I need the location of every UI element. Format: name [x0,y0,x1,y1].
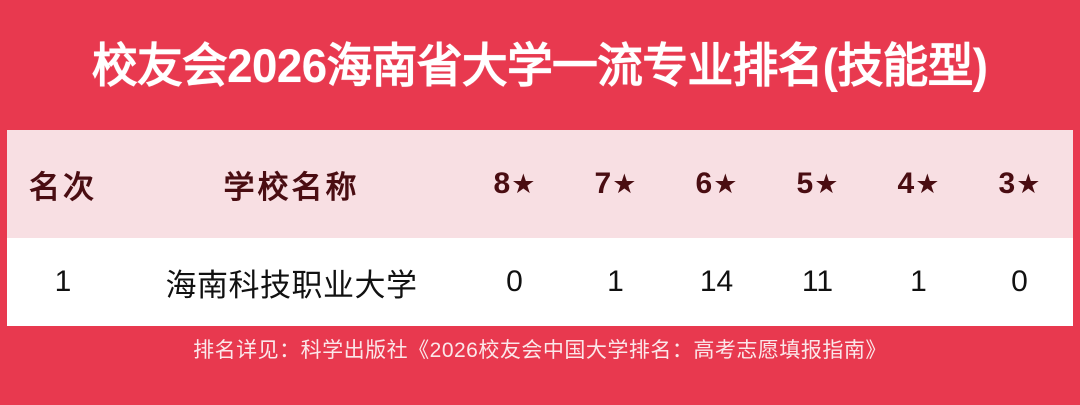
table-row[interactable]: 1 海南科技职业大学 0 1 14 11 1 0 [7,238,1073,326]
star-icon: ★ [713,169,738,199]
cell-7-star-count: 1 [607,265,624,298]
column-header-3-star-number: 3 [998,167,1016,200]
column-header-4-star-number: 4 [897,167,915,200]
column-header-school: 学校名称 [223,169,360,205]
star-icon: ★ [511,169,536,199]
star-icon: ★ [612,169,637,199]
column-header-4-star: 4★ [868,167,969,201]
page-title: 校友会2026海南省大学一流专业排名(技能型) [92,38,988,92]
cell-6-star-count: 14 [699,265,734,298]
column-header-6-star: 6★ [666,167,767,201]
column-header-5-star-number: 5 [796,167,814,200]
cell-4-star-count: 1 [910,265,927,298]
title-bar: 校友会2026海南省大学一流专业排名(技能型) [0,0,1080,130]
footer-note: 排名详见：科学出版社《2026校友会中国大学排名：高考志愿填报指南》 [0,330,1080,390]
cell-8-star-count: 0 [506,265,523,298]
star-icon: ★ [1016,169,1041,199]
source-note: 排名详见：科学出版社《2026校友会中国大学排名：高考志愿填报指南》 [193,339,887,362]
cell-rank: 1 [54,265,72,298]
column-header-rank: 名次 [29,169,97,205]
column-header-6-star-number: 6 [695,167,713,200]
cell-5-star-count: 11 [801,265,834,298]
column-header-8-star: 8★ [464,167,565,201]
cell-school-name: 海南科技职业大学 [165,267,418,303]
ranking-table: 名次 学校名称 8★ 7★ 6★ 5★ 4★ 3★ 1 海南科技职业大学 0 1… [7,130,1073,326]
column-header-8-star-number: 8 [493,167,511,200]
column-header-3-star: 3★ [969,167,1070,201]
star-icon: ★ [814,169,839,199]
table-header-row: 名次 学校名称 8★ 7★ 6★ 5★ 4★ 3★ [7,130,1073,238]
column-header-7-star: 7★ [565,167,666,201]
column-header-5-star: 5★ [767,167,868,201]
star-icon: ★ [915,169,940,199]
column-header-7-star-number: 7 [594,167,612,200]
cell-3-star-count: 0 [1011,265,1028,298]
